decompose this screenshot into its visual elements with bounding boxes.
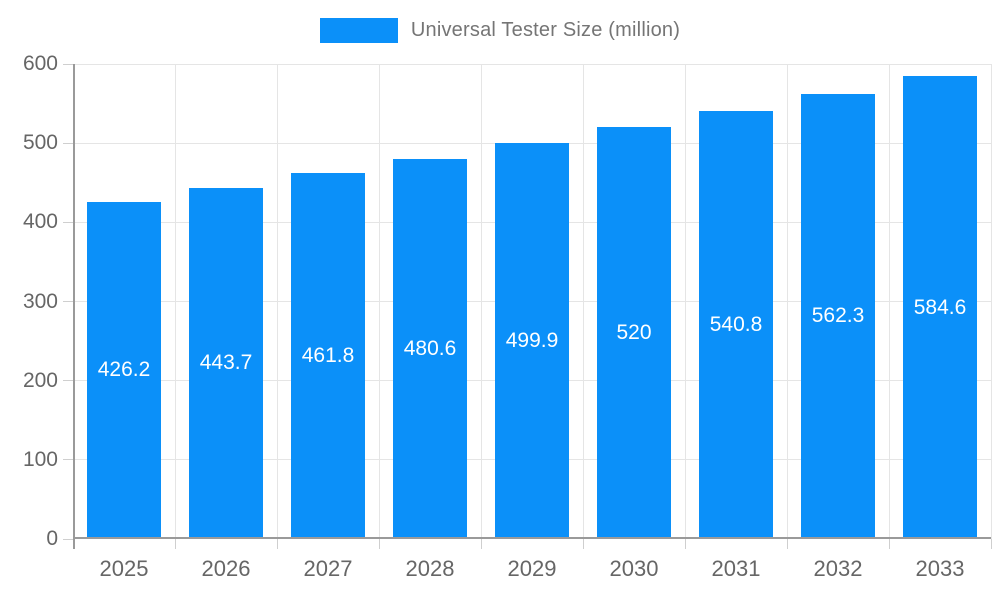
x-tick-label: 2030: [609, 556, 659, 581]
bar-value-label: 540.8: [709, 312, 763, 336]
y-tick-mark: [63, 538, 73, 540]
x-tick-mark: [786, 539, 788, 549]
y-axis-labels: 0 100 200 300 400 500 600: [0, 53, 58, 550]
x-tick-mark: [174, 539, 176, 549]
bar-value-label: 520: [616, 321, 652, 345]
x-tick-label: 2029: [507, 556, 557, 581]
bar-2028: 480.6: [393, 158, 467, 539]
y-tick-mark: [63, 221, 73, 223]
x-tick-mark: [888, 539, 890, 549]
y-tick-mark: [63, 63, 73, 65]
x-gridline: [480, 64, 482, 539]
x-tick-label: 2033: [915, 556, 965, 581]
chart-legend: Universal Tester Size (million): [0, 18, 1000, 43]
x-tick-mark: [582, 539, 584, 549]
bar-2025: 426.2: [87, 201, 161, 539]
y-tick-label: 300: [22, 289, 58, 313]
y-tick-label: 200: [22, 368, 58, 392]
x-gridline: [582, 64, 584, 539]
x-gridline: [378, 64, 380, 539]
bar-2026: 443.7: [189, 187, 263, 539]
y-gridline: [73, 63, 991, 65]
x-tick-mark: [276, 539, 278, 549]
x-gridline: [276, 64, 278, 539]
x-gridline: [990, 64, 992, 539]
y-tick-mark: [63, 301, 73, 302]
x-tick-mark: [480, 539, 482, 549]
legend-swatch: [319, 18, 398, 43]
bar-value-label: 443.7: [199, 351, 253, 375]
x-gridline: [786, 64, 788, 539]
bar-value-label: 426.2: [97, 358, 151, 382]
x-tick-mark: [684, 539, 686, 549]
x-tick-label: 2025: [99, 556, 149, 581]
x-tick-mark: [990, 539, 992, 549]
y-gridline: [73, 142, 991, 144]
x-tick-label: 2027: [303, 556, 353, 581]
plot-area: 426.2 443.7 461.8 480.6 499.9 520 540.8 562.3 58…: [63, 63, 992, 549]
x-axis-labels: 2025 2026 2027 2028 2029 2030 2031 2032 2033: [73, 556, 991, 582]
bar-2030: 520: [597, 127, 671, 539]
bar-value-label: 499.9: [505, 329, 559, 353]
x-axis-line: [73, 537, 991, 539]
y-tick-label: 0: [46, 527, 58, 550]
legend-label: Universal Tester Size (million): [410, 19, 681, 41]
bar-value-label: 480.6: [403, 336, 457, 360]
bar-2027: 461.8: [291, 173, 365, 539]
x-tick-mark: [378, 539, 380, 549]
bar-value-label: 584.6: [913, 295, 967, 319]
y-tick-label: 100: [22, 447, 58, 471]
bar-value-label: 562.3: [811, 304, 865, 328]
x-gridline: [174, 64, 176, 539]
bar-2033: 584.6: [903, 76, 977, 539]
y-tick-label: 400: [22, 210, 58, 234]
bar-2029: 499.9: [495, 143, 569, 539]
x-tick-label: 2031: [711, 556, 761, 581]
x-tick-label: 2032: [813, 556, 863, 581]
bar-2031: 540.8: [699, 110, 773, 539]
bar-value-label: 461.8: [301, 344, 355, 368]
y-tick-mark: [63, 380, 73, 382]
x-gridline: [888, 64, 890, 539]
x-gridline: [684, 64, 686, 539]
x-tick-label: 2028: [405, 556, 455, 581]
bar-2032: 562.3: [801, 93, 875, 539]
y-axis-line: [73, 64, 75, 549]
y-tick-label: 600: [22, 52, 58, 75]
y-tick-mark: [63, 142, 73, 144]
x-tick-label: 2026: [201, 556, 251, 581]
y-tick-label: 500: [22, 131, 58, 155]
y-tick-mark: [63, 459, 73, 461]
